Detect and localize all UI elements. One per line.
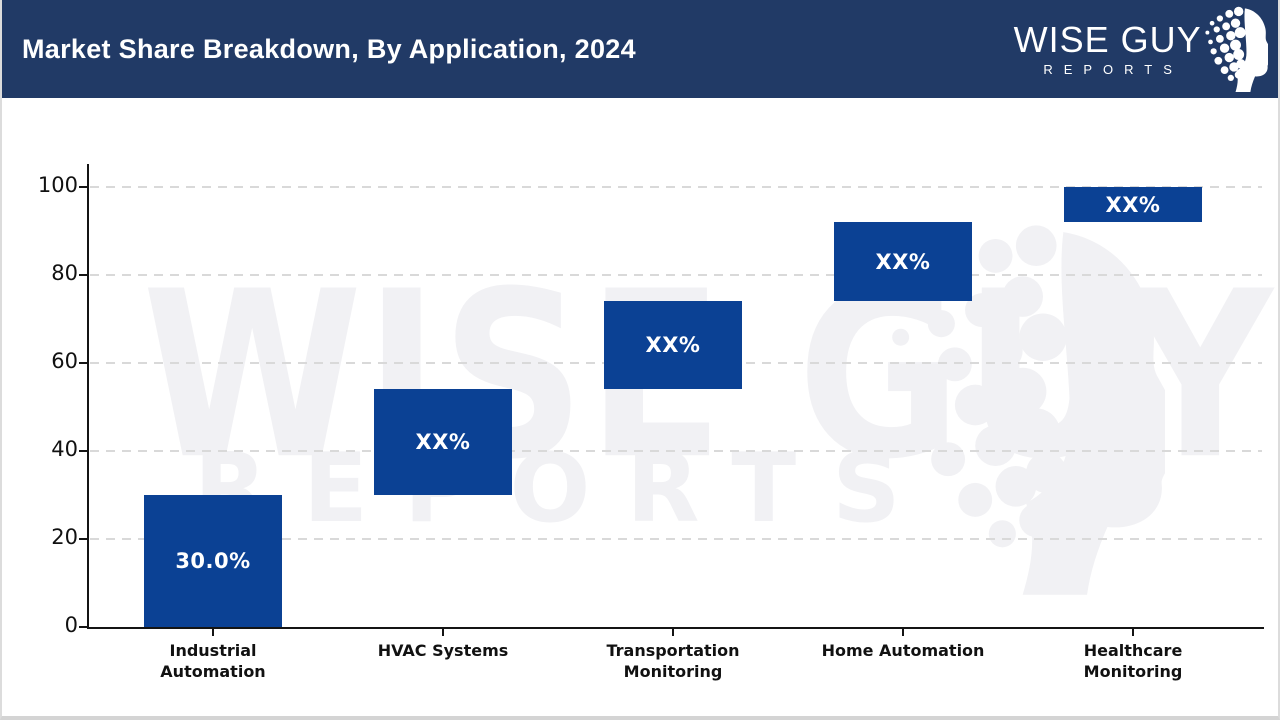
x-axis-line (87, 627, 1264, 629)
x-tick-mark (212, 629, 214, 636)
x-tick-mark (672, 629, 674, 636)
bar-value-label: XX% (875, 249, 931, 274)
y-tick-mark (79, 626, 88, 628)
y-tick-mark (79, 450, 88, 452)
bar-value-label: XX% (645, 333, 701, 358)
bar-value-label: XX% (415, 430, 471, 455)
x-category-label: Healthcare Monitoring (1083, 641, 1183, 681)
x-tick-mark (902, 629, 904, 636)
x-tick-mark (442, 629, 444, 636)
y-tick-label: 20 (51, 525, 78, 549)
y-tick-mark (79, 186, 88, 188)
gridline (90, 538, 1262, 540)
y-tick-label: 80 (51, 261, 78, 285)
y-axis-line (87, 164, 89, 629)
y-tick-label: 0 (64, 613, 78, 637)
y-tick-mark (79, 538, 88, 540)
x-category-label: Industrial Automation (160, 641, 266, 681)
y-tick-label: 100 (37, 173, 78, 197)
bar: XX% (374, 389, 512, 495)
bar: XX% (604, 301, 742, 390)
bar: XX% (1064, 187, 1202, 223)
bar-value-label: XX% (1105, 192, 1161, 217)
logo-text: WISE GUY REPORTS (1013, 18, 1202, 77)
logo-brand-text: WISE GUY (1013, 18, 1202, 60)
gridline (90, 274, 1262, 276)
page-title: Market Share Breakdown, By Application, … (22, 33, 636, 64)
y-tick-mark (79, 362, 88, 364)
wise-guy-logo: WISE GUY REPORTS (1014, 6, 1268, 92)
gridline (90, 186, 1262, 188)
logo-reports-text: REPORTS (1043, 61, 1183, 77)
x-category-label: Transportation Monitoring (606, 641, 740, 681)
x-category-label: Home Automation (821, 641, 985, 660)
x-tick-mark (1132, 629, 1134, 636)
bar: 30.0% (144, 495, 282, 627)
x-category-label: HVAC Systems (377, 641, 509, 660)
header: Market Share Breakdown, By Application, … (2, 0, 1278, 98)
logo-head-icon (1205, 6, 1268, 92)
gridline (90, 450, 1262, 452)
y-tick-label: 60 (51, 349, 78, 373)
y-tick-label: 40 (51, 437, 78, 461)
y-tick-mark (79, 274, 88, 276)
bar-value-label: 30.0% (175, 549, 251, 573)
bar: XX% (834, 222, 972, 302)
